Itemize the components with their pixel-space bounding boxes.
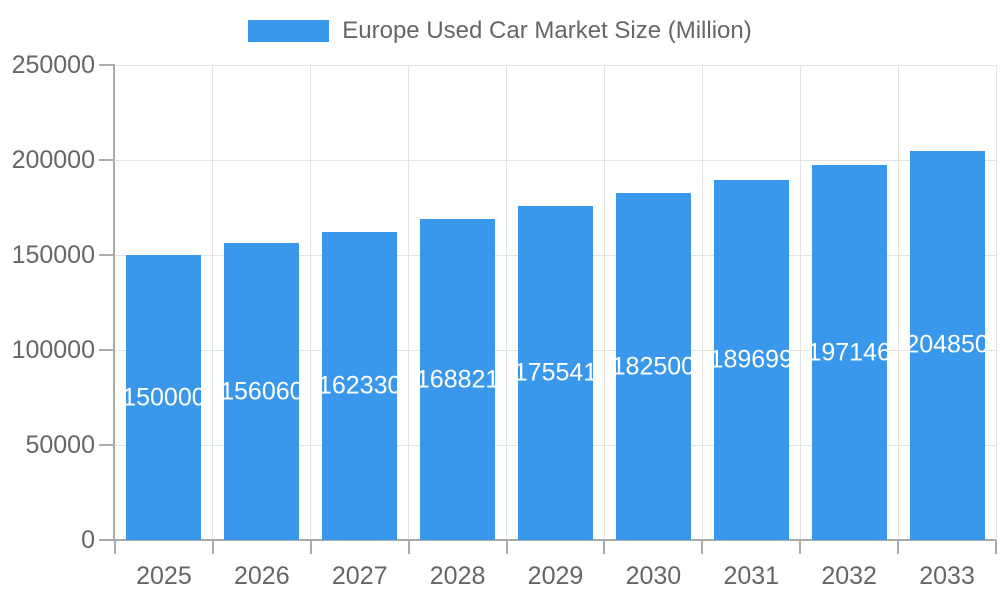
x-axis-tick — [407, 540, 410, 554]
h-gridline — [115, 64, 996, 66]
bar[interactable]: 175541 — [518, 206, 593, 540]
bar-value-label: 162330 — [322, 371, 398, 400]
v-gridline — [506, 65, 508, 540]
x-axis-tick — [211, 540, 214, 554]
bar[interactable]: 204850 — [909, 150, 985, 540]
x-axis-tick — [603, 540, 606, 554]
y-axis-label: 200000 — [11, 146, 95, 174]
bar-value-label: 182500 — [615, 352, 691, 381]
x-axis-label: 2027 — [331, 562, 388, 590]
x-axis-label: 2028 — [429, 562, 486, 590]
v-gridline — [603, 65, 605, 540]
x-axis-tick — [897, 540, 900, 554]
h-gridline — [115, 159, 996, 161]
y-axis-tick — [99, 349, 115, 351]
y-axis-label: 150000 — [11, 241, 95, 269]
bar[interactable]: 189699 — [713, 179, 789, 540]
v-gridline — [799, 65, 801, 540]
x-axis-tick — [701, 540, 704, 554]
x-axis-label: 2030 — [625, 562, 682, 590]
x-axis-tick — [799, 540, 802, 554]
legend-label: Europe Used Car Market Size (Million) — [342, 17, 752, 44]
x-axis-label: 2033 — [919, 562, 975, 590]
y-axis-tick — [99, 539, 115, 541]
bar[interactable]: 150000 — [126, 255, 202, 540]
bar-value-label: 204850 — [909, 330, 985, 359]
v-gridline — [701, 65, 703, 540]
bar[interactable]: 162330 — [322, 231, 398, 540]
y-axis-label: 100000 — [11, 336, 95, 364]
bar[interactable]: 182500 — [615, 193, 691, 540]
bar-value-label: 189699 — [713, 345, 789, 374]
y-axis-label: 50000 — [25, 431, 95, 459]
bar-value-label: 156060 — [224, 377, 300, 406]
y-axis-line — [113, 65, 115, 540]
v-gridline — [408, 65, 410, 540]
y-axis-tick — [99, 64, 115, 66]
x-axis-tick — [505, 540, 508, 554]
chart-legend[interactable]: Europe Used Car Market Size (Million) — [0, 17, 1000, 45]
v-gridline — [995, 65, 997, 540]
x-axis-label: 2029 — [527, 562, 584, 590]
x-axis-tick — [114, 540, 116, 554]
v-gridline — [310, 65, 312, 540]
bar-value-label: 150000 — [126, 383, 202, 411]
x-axis-line — [115, 539, 996, 541]
y-axis-label: 250000 — [11, 51, 95, 79]
bar[interactable]: 156060 — [224, 243, 300, 540]
bar[interactable]: 168821 — [420, 219, 496, 540]
x-axis-label: 2026 — [234, 562, 290, 590]
y-axis-tick — [99, 159, 115, 161]
x-axis-tick — [309, 540, 312, 554]
bar-value-label: 175541 — [518, 358, 593, 387]
y-axis-tick — [99, 444, 115, 446]
x-axis-label: 2025 — [136, 562, 192, 590]
y-axis-label: 0 — [81, 526, 95, 554]
v-gridline — [897, 65, 899, 540]
x-axis-label: 2032 — [821, 562, 877, 590]
x-axis-tick — [995, 540, 997, 554]
bar[interactable]: 197146 — [811, 165, 887, 540]
legend-swatch-icon — [248, 20, 330, 42]
x-axis-label: 2031 — [723, 562, 780, 590]
bar-value-label: 197146 — [811, 338, 887, 367]
bar-value-label: 168821 — [420, 365, 496, 394]
v-gridline — [212, 65, 214, 540]
y-axis-tick — [99, 254, 115, 256]
